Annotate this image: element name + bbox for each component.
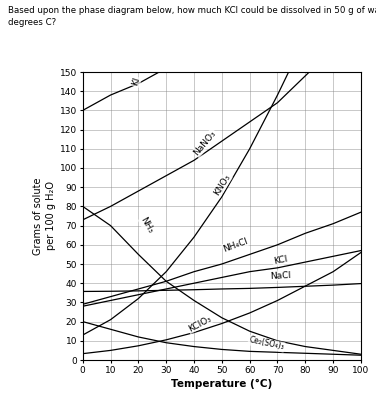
Text: NH₃: NH₃ bbox=[138, 216, 155, 235]
Text: KCl: KCl bbox=[273, 254, 288, 266]
Text: NH₄Cl: NH₄Cl bbox=[222, 236, 250, 254]
Text: KNO₃: KNO₃ bbox=[212, 173, 232, 198]
Text: degrees C?: degrees C? bbox=[8, 18, 56, 27]
Text: Based upon the phase diagram below, how much KCl could be dissolved in 50 g of w: Based upon the phase diagram below, how … bbox=[8, 6, 376, 15]
Text: Ce₂(SO₄)₃: Ce₂(SO₄)₃ bbox=[248, 336, 285, 352]
Text: KClO₃: KClO₃ bbox=[186, 314, 213, 333]
Y-axis label: Grams of solute
per 100 g H₂O: Grams of solute per 100 g H₂O bbox=[33, 177, 56, 255]
X-axis label: Temperature (°C): Temperature (°C) bbox=[171, 379, 273, 389]
Text: KI: KI bbox=[130, 76, 141, 87]
Text: NaCl: NaCl bbox=[270, 270, 291, 280]
Text: NaNO₃: NaNO₃ bbox=[192, 129, 218, 157]
